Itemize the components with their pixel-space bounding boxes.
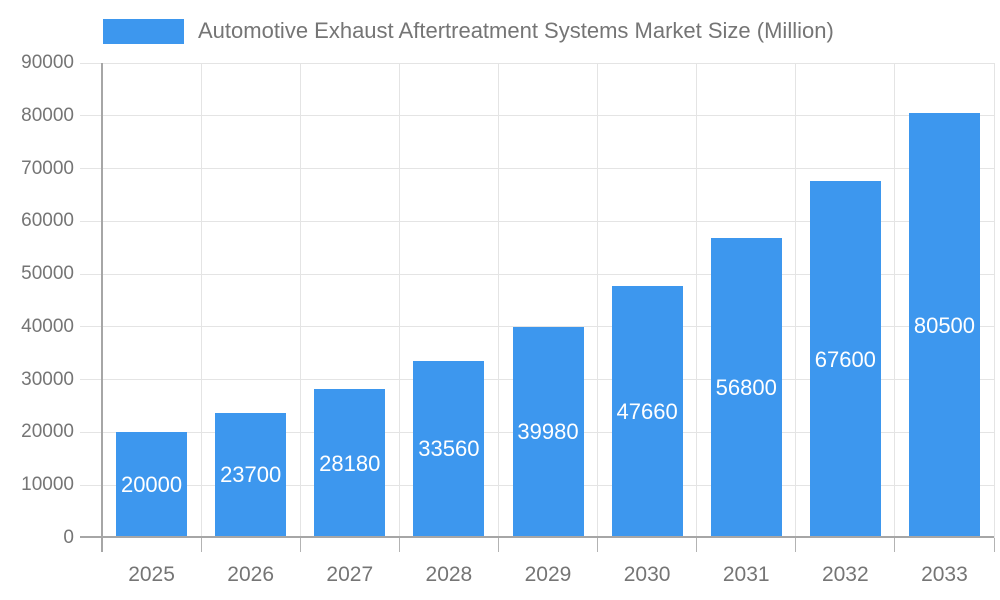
- x-axis-tick: [993, 538, 995, 552]
- bar-value-label: 20000: [120, 472, 183, 498]
- x-axis-tick: [795, 538, 797, 552]
- y-gridline: [80, 220, 994, 222]
- y-axis-tick-label: 60000: [21, 210, 74, 232]
- bar-2026[interactable]: 23700: [215, 412, 287, 538]
- y-axis-tick-label: 80000: [21, 104, 74, 126]
- bar-value-label: 23700: [220, 462, 282, 488]
- x-axis-tick: [894, 538, 896, 552]
- x-axis-tick-label: 2031: [722, 563, 770, 586]
- bar-2028[interactable]: 33560: [413, 360, 485, 538]
- x-axis-tick-label: 2033: [921, 563, 968, 586]
- y-axis-tick-label: 70000: [21, 157, 74, 179]
- y-axis-line: [101, 63, 103, 552]
- bar-2027[interactable]: 28180: [314, 389, 386, 538]
- bar-value-label: 67600: [814, 346, 876, 372]
- x-axis-tick-label: 2030: [623, 563, 671, 586]
- bar-value-label: 33560: [418, 436, 480, 462]
- x-axis-tick: [696, 538, 698, 552]
- x-gridline: [597, 63, 599, 538]
- y-axis-tick-label: 10000: [21, 474, 74, 496]
- y-axis-tick-label: 90000: [21, 52, 74, 73]
- x-gridline: [497, 63, 499, 538]
- x-axis-tick-label: 2026: [227, 563, 275, 586]
- x-axis-tick: [497, 538, 499, 552]
- bar-2033[interactable]: 80500: [908, 113, 980, 538]
- plot-area: 0 10000 20000 30000 40000 50000 60000 70000 8000…: [21, 52, 995, 586]
- x-axis-tick: [200, 538, 202, 552]
- x-axis-tick: [299, 538, 301, 552]
- y-axis-tick-label: 20000: [21, 421, 74, 443]
- bar-2025[interactable]: 20000: [116, 432, 188, 538]
- bar-value-label: 47660: [616, 399, 678, 425]
- y-axis-tick-label: 30000: [21, 368, 74, 390]
- bar-2030[interactable]: 47660: [611, 286, 683, 538]
- bar-2029[interactable]: 39980: [512, 326, 584, 538]
- bar-value-label: 39980: [517, 419, 579, 445]
- x-axis-tick-label: 2032: [821, 563, 869, 586]
- legend-swatch: [103, 18, 184, 44]
- y-gridline: [80, 62, 994, 64]
- y-axis-tick-label: 0: [63, 527, 74, 548]
- bar-2032[interactable]: 67600: [809, 181, 881, 538]
- legend-item[interactable]: Automotive Exhaust Aftertreatment System…: [103, 18, 834, 44]
- x-axis-tick: [597, 538, 599, 552]
- y-axis-tick-label: 50000: [21, 263, 74, 285]
- x-gridline: [894, 63, 896, 538]
- x-axis-tick-label: 2028: [425, 563, 473, 586]
- y-gridline: [80, 168, 994, 170]
- x-gridline: [795, 63, 797, 538]
- x-gridline: [299, 63, 301, 538]
- y-gridline: [80, 273, 994, 275]
- x-gridline: [200, 63, 202, 538]
- x-gridline: [398, 63, 400, 538]
- bar-value-label: 28180: [319, 450, 381, 476]
- x-gridline: [696, 63, 698, 538]
- x-axis-tick: [398, 538, 400, 552]
- legend-label: Automotive Exhaust Aftertreatment System…: [198, 18, 834, 43]
- y-gridline: [80, 115, 994, 117]
- bar-value-label: 80500: [913, 312, 976, 338]
- x-axis-line: [80, 536, 994, 538]
- bar-value-label: 56800: [715, 375, 777, 401]
- y-gridline: [80, 326, 994, 328]
- x-gridline: [993, 63, 995, 538]
- bar-2031[interactable]: 56800: [710, 238, 782, 538]
- y-axis-tick-label: 40000: [21, 315, 74, 337]
- x-axis-tick-label: 2029: [524, 563, 572, 586]
- x-axis-tick-label: 2027: [326, 563, 374, 586]
- x-axis-tick-label: 2025: [128, 563, 175, 586]
